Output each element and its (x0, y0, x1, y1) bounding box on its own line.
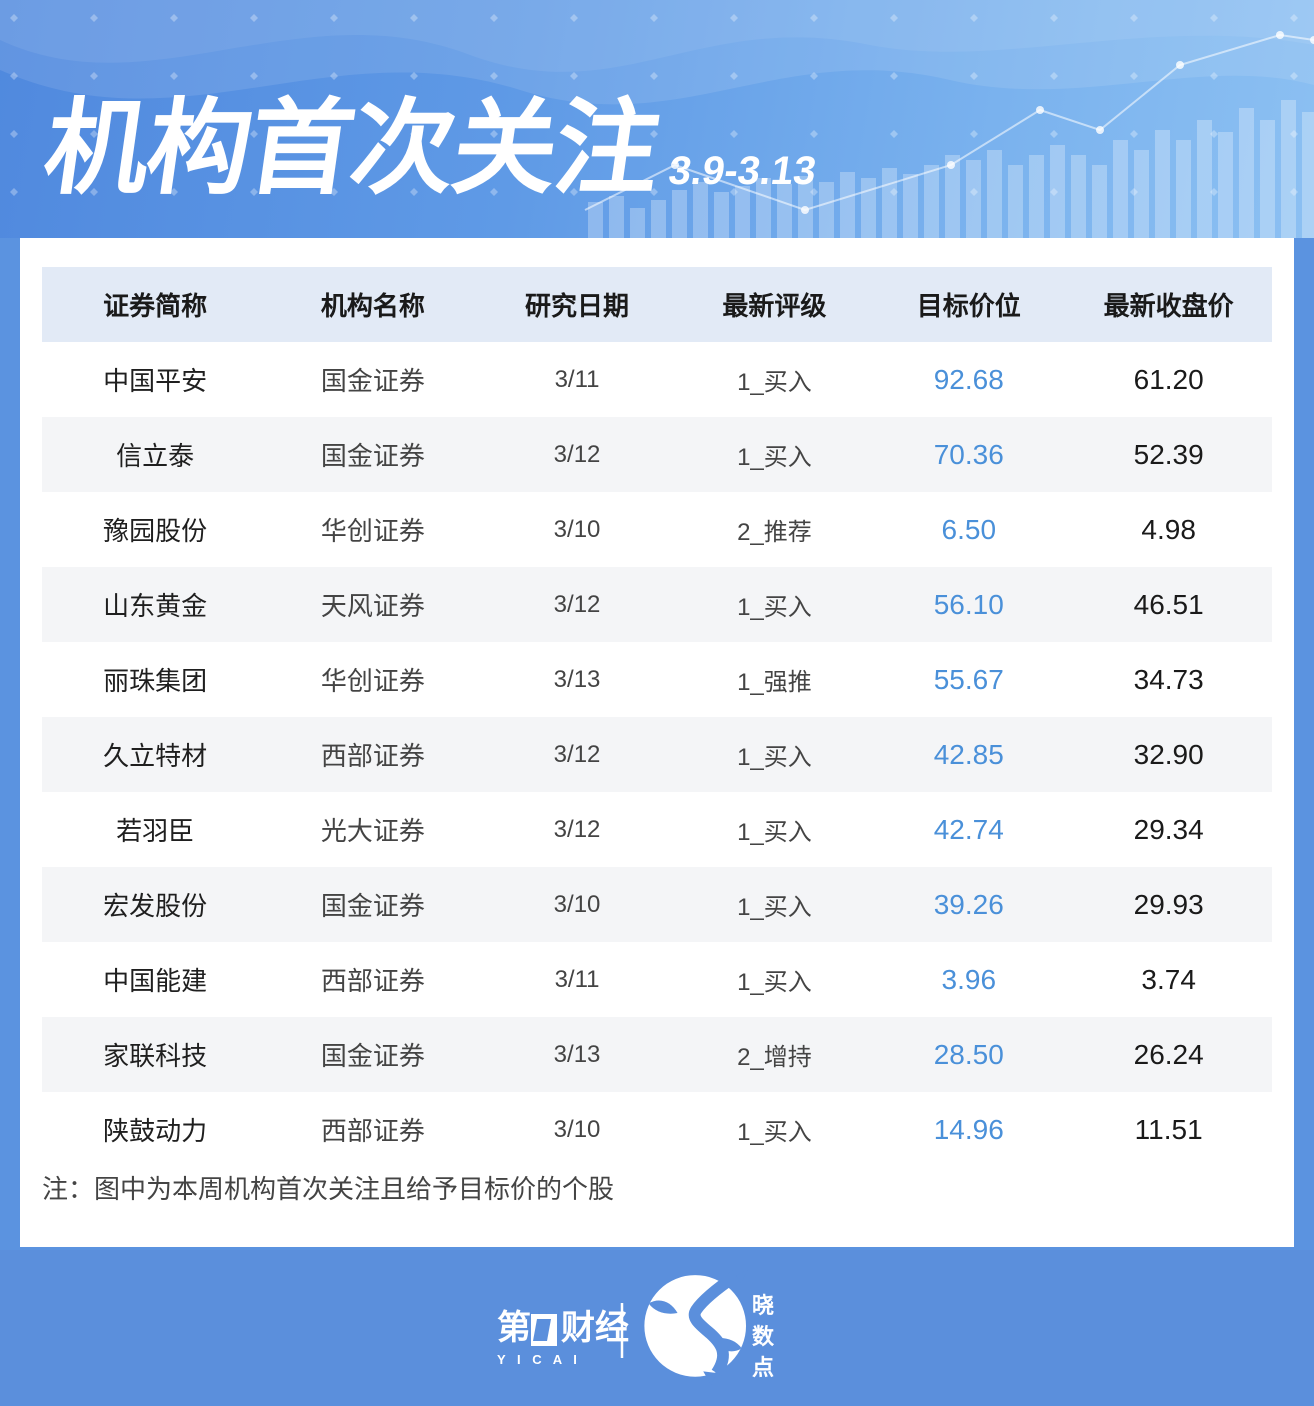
svg-text:数: 数 (752, 1324, 775, 1349)
svg-text:点: 点 (752, 1355, 774, 1380)
svg-text:晓: 晓 (752, 1293, 774, 1318)
svg-text:Y I C A I: Y I C A I (497, 1352, 581, 1367)
svg-text:财经: 财经 (561, 1309, 629, 1347)
svg-text:第: 第 (497, 1309, 531, 1347)
